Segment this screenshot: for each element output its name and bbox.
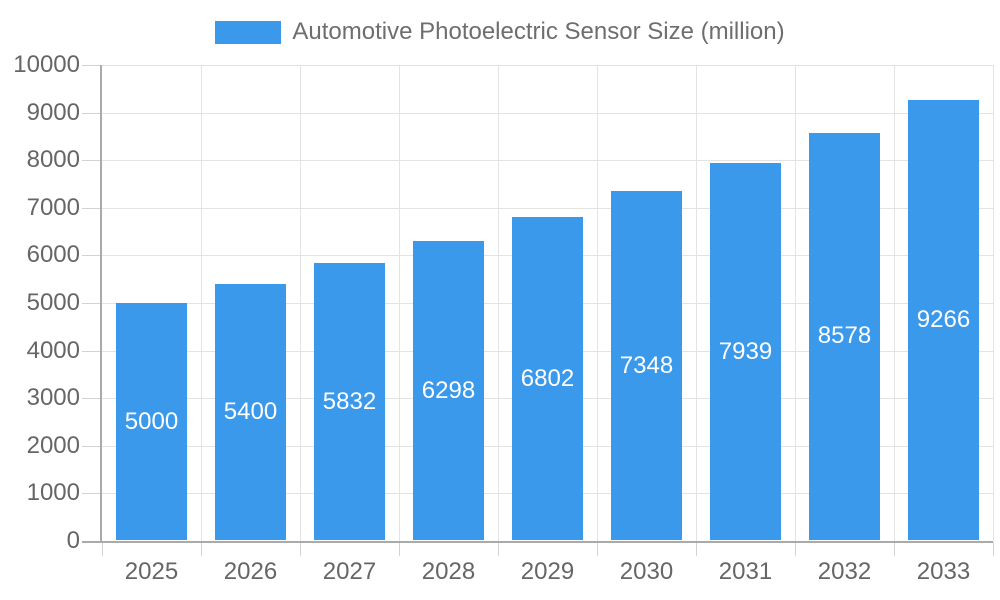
x-axis-tick [300, 542, 301, 556]
gridline-horizontal [102, 207, 993, 209]
x-axis-tick [993, 542, 994, 556]
bar-value-label: 6298 [421, 376, 476, 404]
x-axis-tick-label: 2032 [817, 558, 872, 585]
gridline-vertical [993, 65, 994, 541]
x-axis-tick [894, 542, 895, 556]
bar-value-label: 5832 [322, 387, 377, 415]
y-axis-tick [82, 207, 102, 209]
legend-label: Automotive Photoelectric Sensor Size (mi… [292, 18, 785, 45]
y-axis-tick [82, 445, 102, 447]
y-axis-tick [82, 493, 102, 495]
gridline-horizontal [102, 112, 993, 114]
x-axis-tick [399, 542, 400, 556]
x-axis-tick-label: 2033 [916, 558, 971, 585]
bar-value-label: 9266 [916, 305, 971, 333]
y-axis-tick-label: 0 [66, 527, 80, 554]
x-axis-tick-label: 2029 [520, 558, 575, 585]
gridline-vertical [696, 65, 697, 541]
gridline-vertical [795, 65, 796, 541]
y-axis-tick-label: 4000 [26, 336, 80, 364]
x-axis-line [82, 541, 993, 543]
gridline-vertical [597, 65, 598, 541]
bar[interactable]: 6802 [511, 217, 584, 540]
y-axis-tick [82, 303, 102, 304]
bar[interactable]: 7939 [709, 163, 782, 540]
gridline-vertical [399, 65, 400, 541]
x-axis-tick [696, 542, 697, 556]
gridline-vertical [201, 65, 202, 541]
y-axis-tick [82, 398, 102, 400]
y-axis-tick-label: 2000 [26, 431, 80, 459]
bar[interactable]: 7348 [610, 191, 683, 540]
bar-value-label: 5400 [223, 397, 278, 425]
gridline-vertical [300, 65, 301, 541]
gridline-vertical [894, 65, 895, 541]
bar[interactable]: 6298 [412, 241, 485, 540]
bar-value-label: 6802 [520, 364, 575, 392]
x-axis-tick [102, 542, 103, 556]
x-axis-tick-label: 2027 [322, 558, 377, 585]
bar[interactable]: 8578 [808, 132, 881, 540]
bar-value-label: 5000 [124, 407, 179, 435]
x-axis-tick-label: 2031 [718, 558, 773, 585]
y-axis-tick-label: 10000 [13, 51, 80, 78]
y-axis-tick [82, 160, 102, 162]
x-axis-tick-label: 2026 [223, 558, 278, 585]
bar[interactable]: 5000 [115, 303, 188, 540]
x-axis-tick-label: 2028 [421, 558, 476, 585]
y-axis-tick-label: 6000 [26, 241, 80, 269]
gridline-vertical [498, 65, 499, 541]
bar[interactable]: 5400 [214, 283, 287, 540]
x-axis-tick [201, 542, 202, 556]
y-axis-line [100, 65, 102, 543]
bar-value-label: 7348 [619, 351, 674, 379]
bar[interactable]: 5832 [313, 263, 386, 540]
y-axis-tick-label: 3000 [26, 384, 80, 412]
bar[interactable]: 9266 [907, 99, 980, 540]
y-axis-tick-label: 8000 [26, 146, 80, 174]
x-axis-tick-label: 2030 [619, 558, 674, 585]
x-axis-tick [795, 542, 796, 556]
bar-value-label: 7939 [718, 337, 773, 365]
legend[interactable]: Automotive Photoelectric Sensor Size (mi… [0, 17, 1000, 47]
gridline-horizontal [102, 160, 993, 162]
y-axis-tick [82, 112, 102, 114]
bar-value-label: 8578 [817, 322, 872, 350]
legend-swatch-icon [215, 20, 282, 44]
y-axis-tick [82, 255, 102, 257]
y-axis-tick-label: 5000 [26, 289, 80, 316]
y-axis-tick [82, 350, 102, 352]
y-axis-tick-label: 1000 [26, 479, 80, 507]
y-axis-tick-label: 7000 [26, 193, 80, 221]
gridline-horizontal [102, 65, 993, 66]
y-axis-tick-label: 9000 [26, 98, 80, 126]
x-axis-tick [498, 542, 499, 556]
x-axis-tick [597, 542, 598, 556]
x-axis-tick-label: 2025 [124, 558, 179, 585]
y-axis-tick [82, 65, 102, 66]
